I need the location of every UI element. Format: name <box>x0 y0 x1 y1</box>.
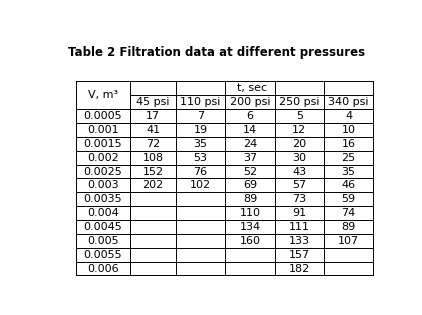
Text: 43: 43 <box>292 167 306 176</box>
Text: 0.0015: 0.0015 <box>84 139 122 149</box>
Text: V, m³: V, m³ <box>88 90 118 100</box>
Text: 17: 17 <box>146 111 160 121</box>
Text: 5: 5 <box>296 111 303 121</box>
Text: 41: 41 <box>146 125 160 135</box>
Text: 102: 102 <box>190 180 211 190</box>
Text: t, sec: t, sec <box>237 83 267 93</box>
Text: 10: 10 <box>341 125 356 135</box>
Text: 110: 110 <box>239 208 260 218</box>
Text: 24: 24 <box>243 139 257 149</box>
Text: 133: 133 <box>289 236 310 246</box>
Text: 0.0005: 0.0005 <box>84 111 122 121</box>
Text: 20: 20 <box>292 139 306 149</box>
Text: 0.0045: 0.0045 <box>84 222 122 232</box>
Text: 340 psi: 340 psi <box>328 97 369 107</box>
Text: 35: 35 <box>194 139 208 149</box>
Text: 19: 19 <box>194 125 208 135</box>
Text: Table 2 Filtration data at different pressures: Table 2 Filtration data at different pre… <box>68 46 365 59</box>
Text: 4: 4 <box>345 111 352 121</box>
Text: 200 psi: 200 psi <box>230 97 270 107</box>
Text: 111: 111 <box>289 222 310 232</box>
Text: 35: 35 <box>341 167 356 176</box>
Text: 250 psi: 250 psi <box>279 97 319 107</box>
Text: 0.002: 0.002 <box>87 153 119 163</box>
Text: 69: 69 <box>243 180 257 190</box>
Text: 110 psi: 110 psi <box>181 97 221 107</box>
Text: 12: 12 <box>292 125 306 135</box>
Text: 107: 107 <box>338 236 359 246</box>
Text: 152: 152 <box>143 167 164 176</box>
Text: 16: 16 <box>341 139 356 149</box>
Text: 0.003: 0.003 <box>87 180 119 190</box>
Text: 89: 89 <box>243 194 257 204</box>
Text: 108: 108 <box>143 153 164 163</box>
Text: 0.0025: 0.0025 <box>84 167 122 176</box>
Text: 72: 72 <box>146 139 160 149</box>
Text: 160: 160 <box>239 236 260 246</box>
Text: 0.001: 0.001 <box>87 125 119 135</box>
Text: 25: 25 <box>341 153 356 163</box>
Text: 14: 14 <box>243 125 257 135</box>
Text: 134: 134 <box>239 222 260 232</box>
Text: 6: 6 <box>246 111 254 121</box>
Text: 202: 202 <box>142 180 164 190</box>
Text: 0.0035: 0.0035 <box>84 194 122 204</box>
Text: 0.0055: 0.0055 <box>84 250 122 260</box>
Text: 37: 37 <box>243 153 257 163</box>
Text: 0.006: 0.006 <box>87 264 119 273</box>
Text: 52: 52 <box>243 167 257 176</box>
Text: 76: 76 <box>194 167 208 176</box>
Text: 74: 74 <box>341 208 356 218</box>
Text: 0.005: 0.005 <box>87 236 119 246</box>
Text: 182: 182 <box>289 264 310 273</box>
Text: 7: 7 <box>197 111 204 121</box>
Text: 57: 57 <box>292 180 306 190</box>
Text: 46: 46 <box>341 180 356 190</box>
Text: 91: 91 <box>292 208 306 218</box>
Text: 89: 89 <box>341 222 356 232</box>
Text: 0.004: 0.004 <box>87 208 119 218</box>
Text: 45 psi: 45 psi <box>136 97 170 107</box>
Text: 157: 157 <box>289 250 310 260</box>
Text: 73: 73 <box>292 194 306 204</box>
Text: 30: 30 <box>292 153 306 163</box>
Text: 53: 53 <box>194 153 208 163</box>
Text: 59: 59 <box>341 194 356 204</box>
